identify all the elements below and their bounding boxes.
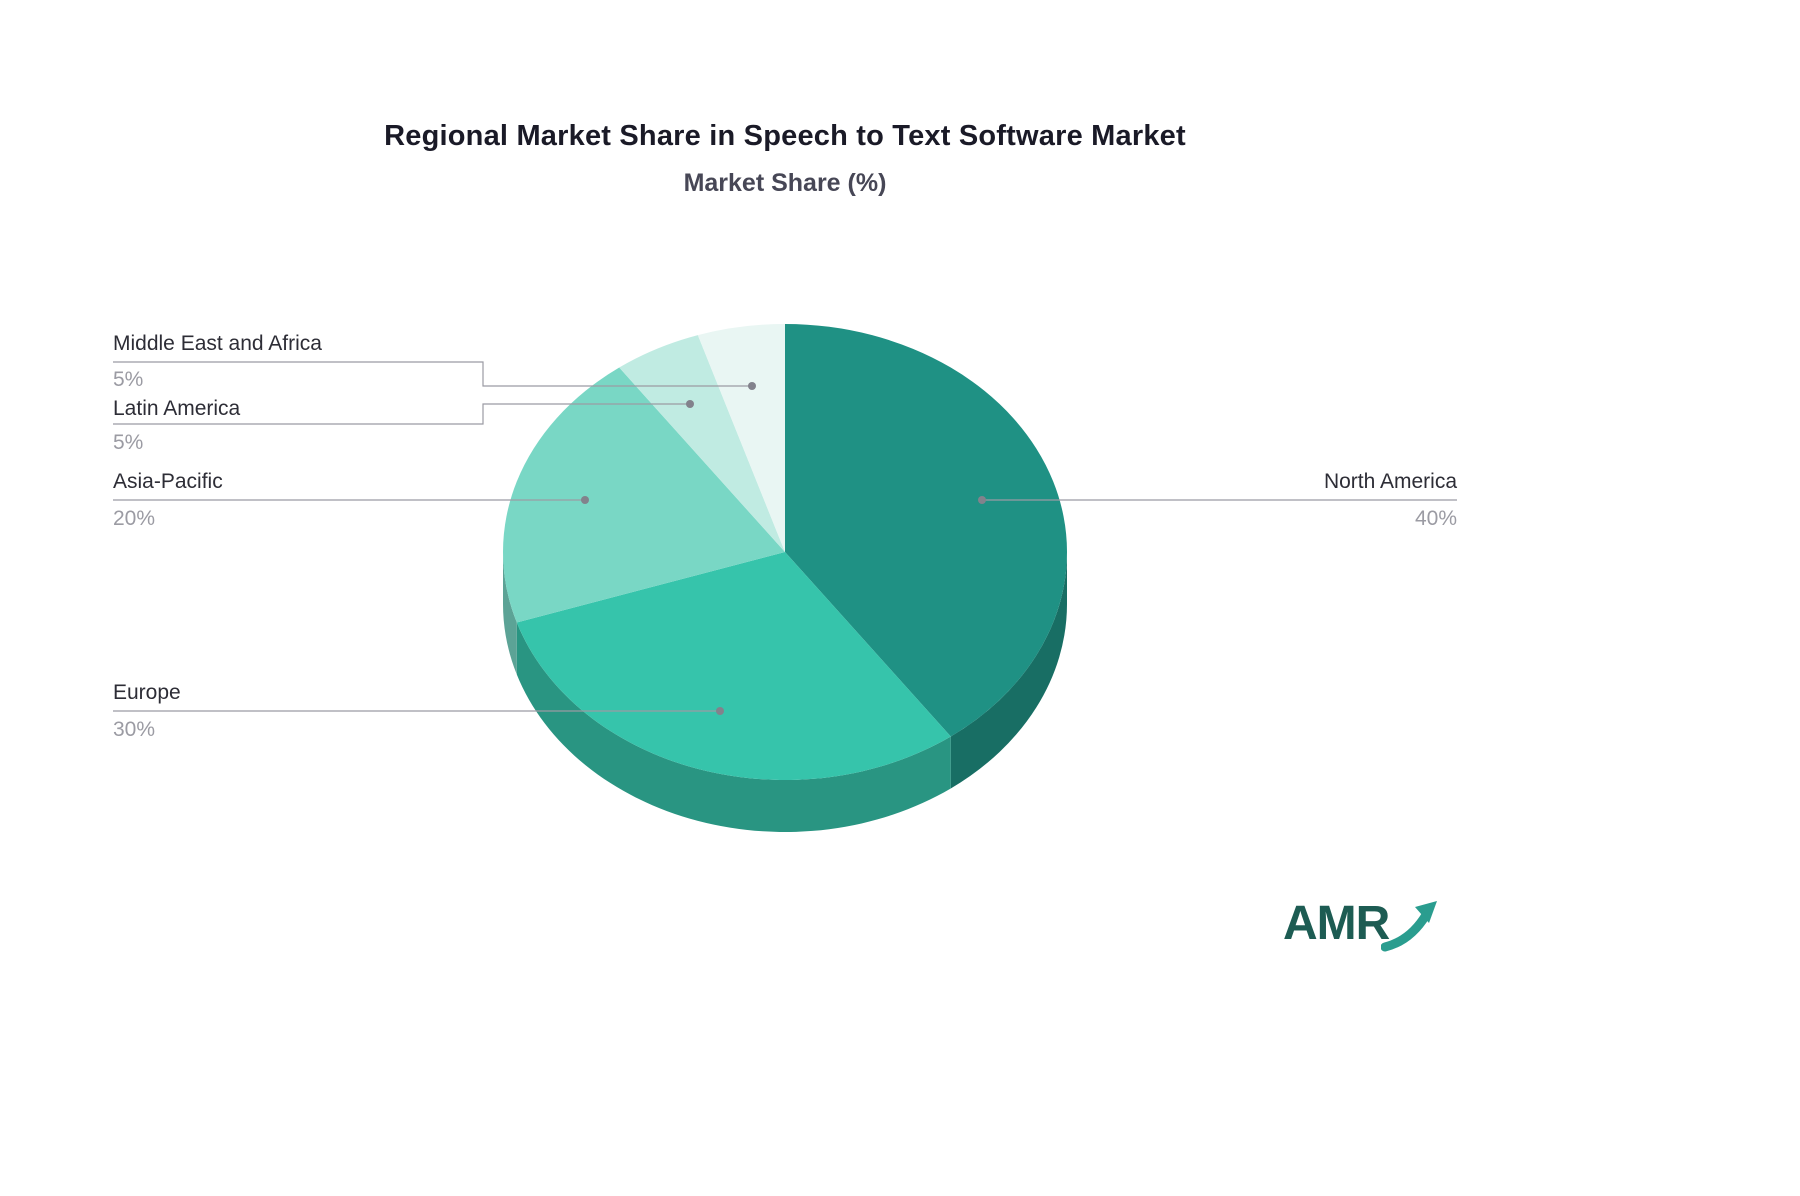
label-middle-east-and-africa: Middle East and Africa xyxy=(113,332,322,355)
value-europe: 30% xyxy=(113,718,156,741)
chart-title: Regional Market Share in Speech to Text … xyxy=(384,120,1186,152)
dot-latin-america xyxy=(686,400,694,408)
chart-subtitle: Market Share (%) xyxy=(683,169,887,197)
pie-slices xyxy=(502,324,1068,833)
slice-north-america xyxy=(785,324,1068,737)
leader-dots xyxy=(581,382,986,715)
amr-logo: AMR xyxy=(1283,895,1439,953)
slice-asia-pacific xyxy=(502,367,785,623)
label-asia-pacific: Asia-Pacific xyxy=(113,470,223,493)
value-middle-east-and-africa: 5% xyxy=(113,368,144,391)
leader-line-latin-america xyxy=(113,403,690,425)
dot-north-america xyxy=(978,496,986,504)
value-asia-pacific: 20% xyxy=(113,507,156,530)
dot-asia-pacific xyxy=(581,496,589,504)
logo-arrow-icon xyxy=(1381,901,1438,952)
slice-europe xyxy=(516,552,951,781)
amr-logo-text: AMR xyxy=(1283,897,1390,950)
dot-middle-east-and-africa xyxy=(748,382,756,390)
dot-europe xyxy=(716,707,724,715)
slice-side-europe xyxy=(516,622,951,833)
slice-side-asia-pacific xyxy=(503,552,517,675)
slice-side-north-america xyxy=(950,552,1068,789)
slice-middle-east-and-africa xyxy=(697,324,785,552)
value-north-america: 40% xyxy=(1414,507,1457,530)
label-north-america: North America xyxy=(1323,470,1457,493)
leader-line-middle-east-and-africa xyxy=(113,361,752,387)
label-europe: Europe xyxy=(113,681,181,704)
label-latin-america: Latin America xyxy=(113,397,241,420)
slice-latin-america xyxy=(619,335,785,552)
value-latin-america: 5% xyxy=(113,431,144,454)
leader-lines xyxy=(113,361,1457,712)
